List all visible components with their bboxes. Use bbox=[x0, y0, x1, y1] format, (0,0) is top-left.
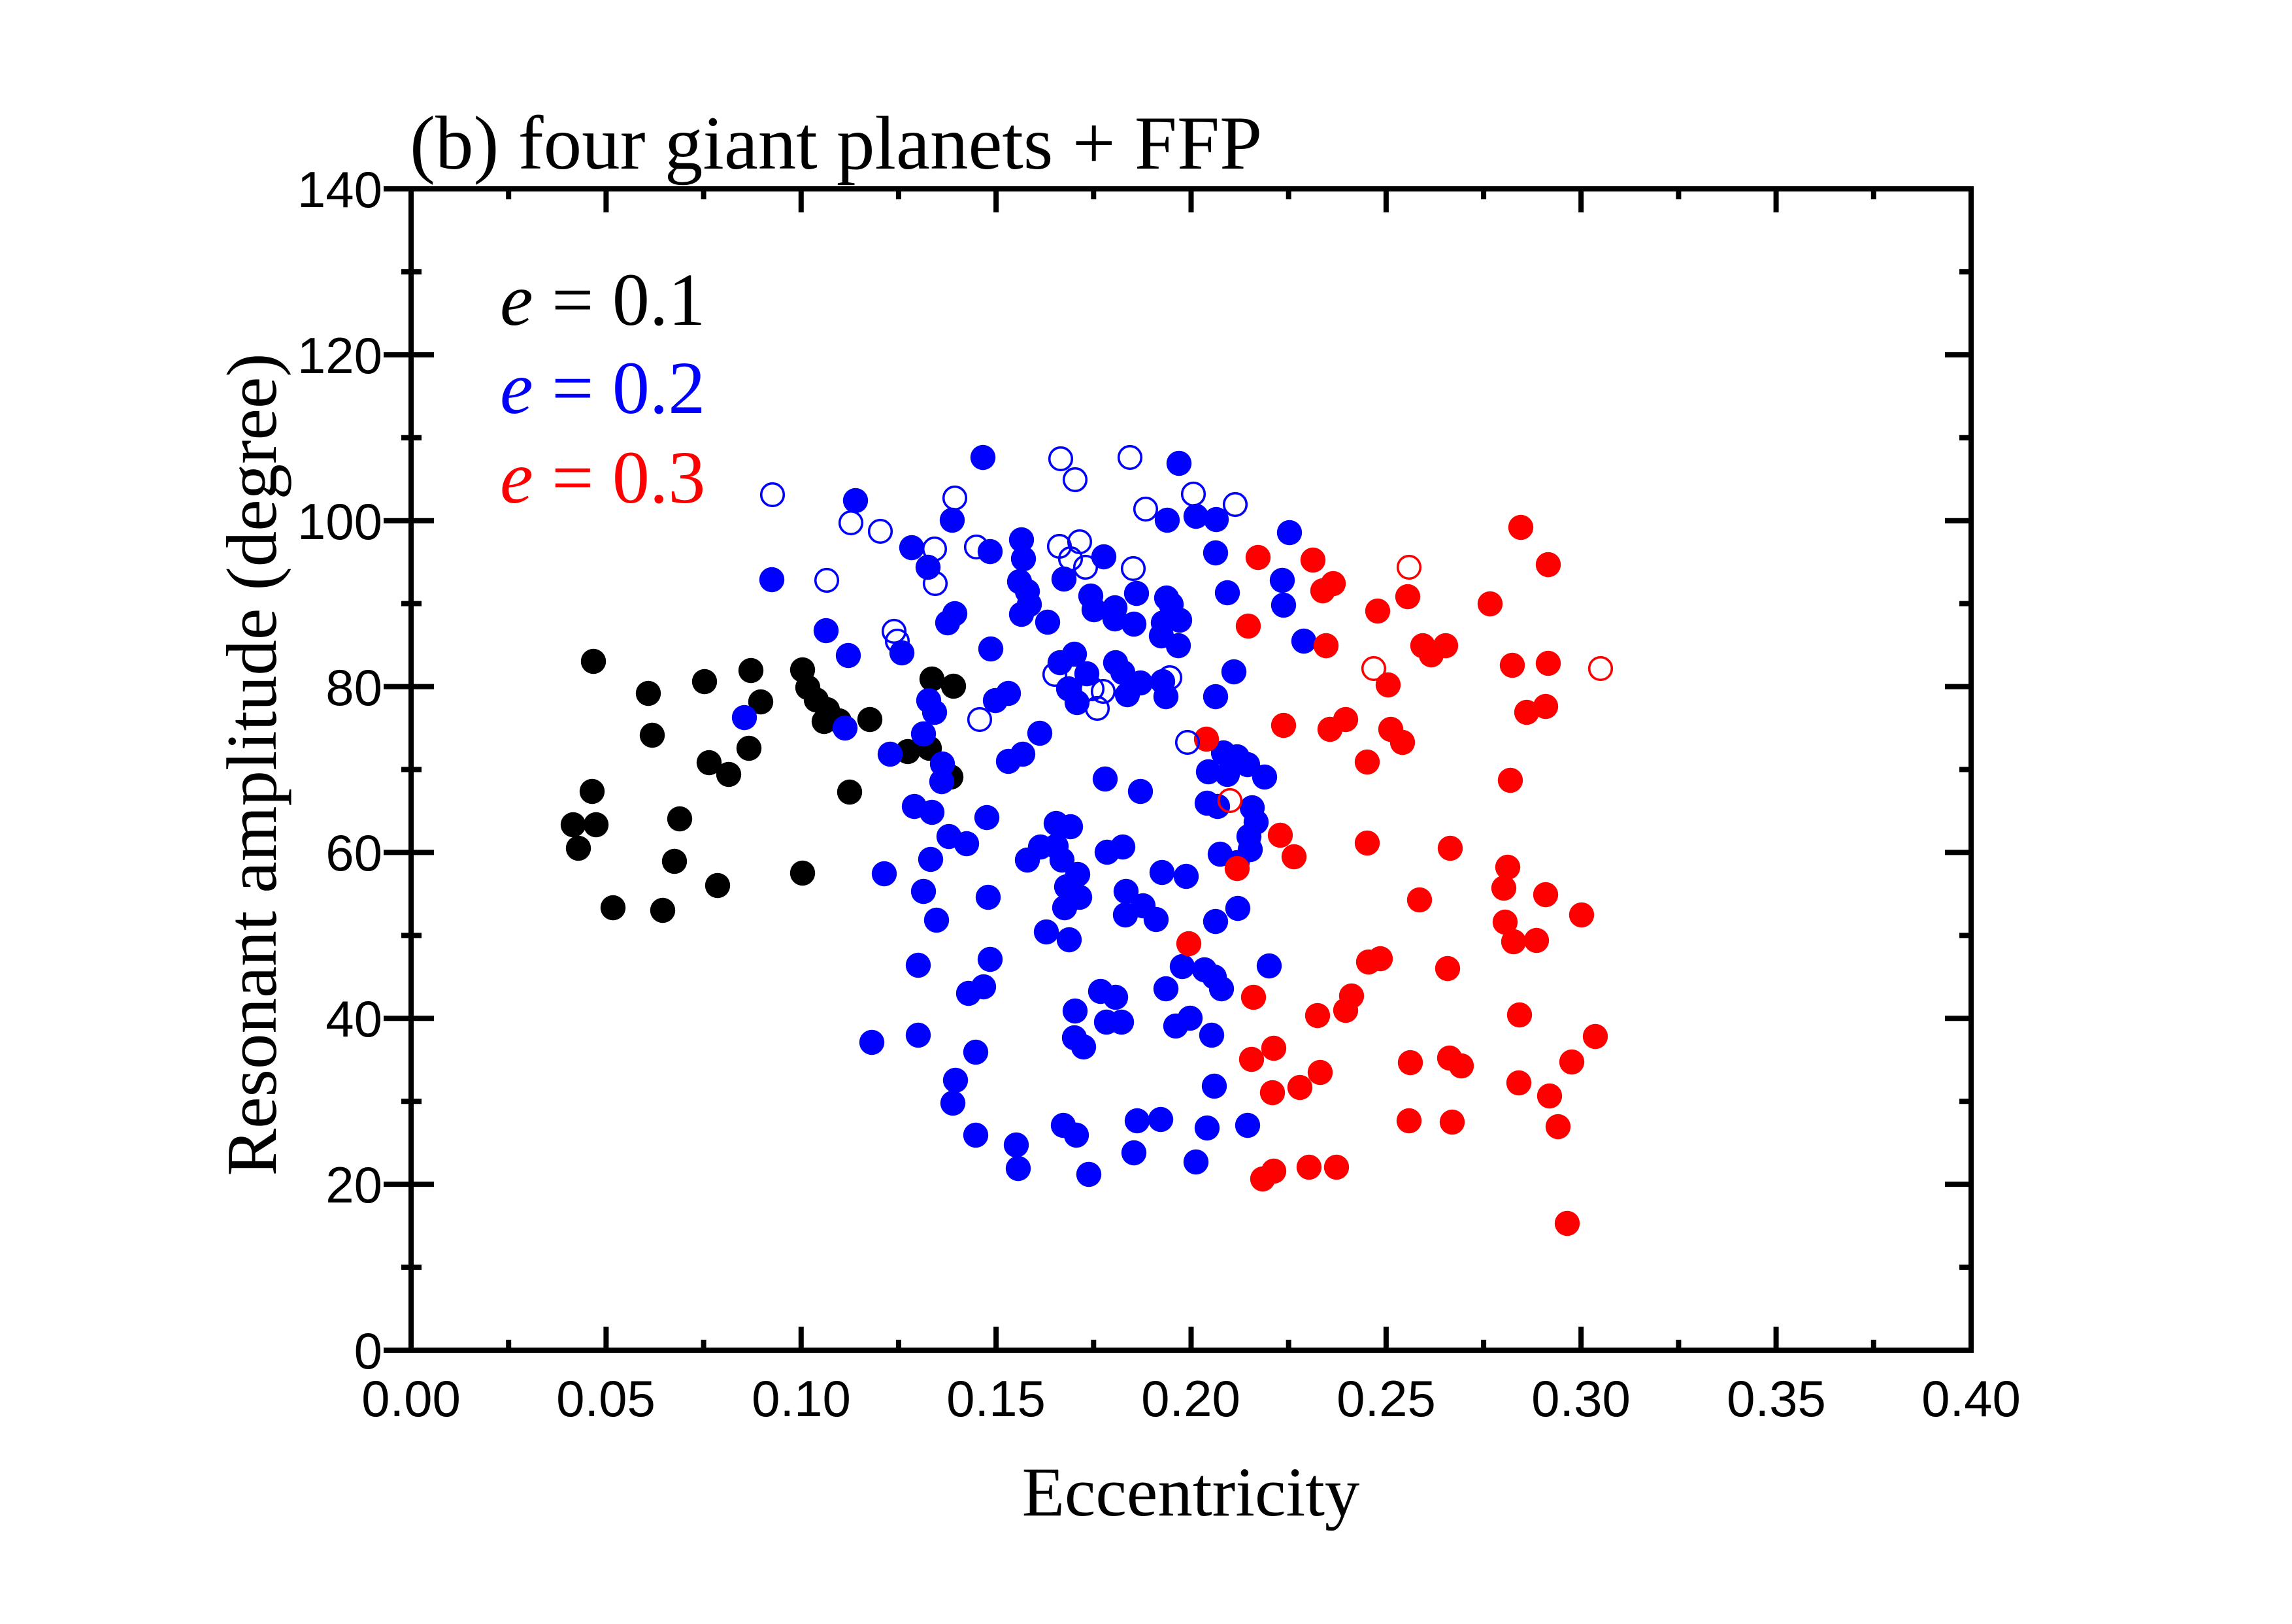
svg-text:0.30: 0.30 bbox=[1531, 1370, 1631, 1427]
svg-text:20: 20 bbox=[325, 1156, 382, 1214]
svg-text:e = 0.1: e = 0.1 bbox=[500, 258, 705, 341]
svg-text:140: 140 bbox=[297, 161, 382, 218]
svg-text:Eccentricity: Eccentricity bbox=[1022, 1454, 1360, 1531]
svg-text:100: 100 bbox=[297, 493, 382, 550]
svg-text:0.15: 0.15 bbox=[946, 1370, 1046, 1427]
svg-text:0.20: 0.20 bbox=[1141, 1370, 1240, 1427]
svg-text:0: 0 bbox=[354, 1322, 382, 1380]
svg-text:0.35: 0.35 bbox=[1727, 1370, 1826, 1427]
svg-text:0.40: 0.40 bbox=[1921, 1370, 2021, 1427]
svg-text:60: 60 bbox=[325, 824, 382, 882]
svg-text:e = 0.2: e = 0.2 bbox=[500, 346, 705, 429]
svg-text:0.10: 0.10 bbox=[752, 1370, 851, 1427]
svg-text:120: 120 bbox=[297, 327, 382, 384]
svg-text:0.25: 0.25 bbox=[1337, 1370, 1436, 1427]
svg-text:(b) four giant planets + FFP: (b) four giant planets + FFP bbox=[410, 101, 1262, 186]
svg-text:Resonant amplitude (degree): Resonant amplitude (degree) bbox=[212, 353, 291, 1176]
svg-text:40: 40 bbox=[325, 990, 382, 1048]
svg-text:0.05: 0.05 bbox=[556, 1370, 656, 1427]
svg-text:0.00: 0.00 bbox=[361, 1370, 461, 1427]
svg-text:e = 0.3: e = 0.3 bbox=[500, 436, 705, 519]
svg-text:80: 80 bbox=[325, 659, 382, 716]
